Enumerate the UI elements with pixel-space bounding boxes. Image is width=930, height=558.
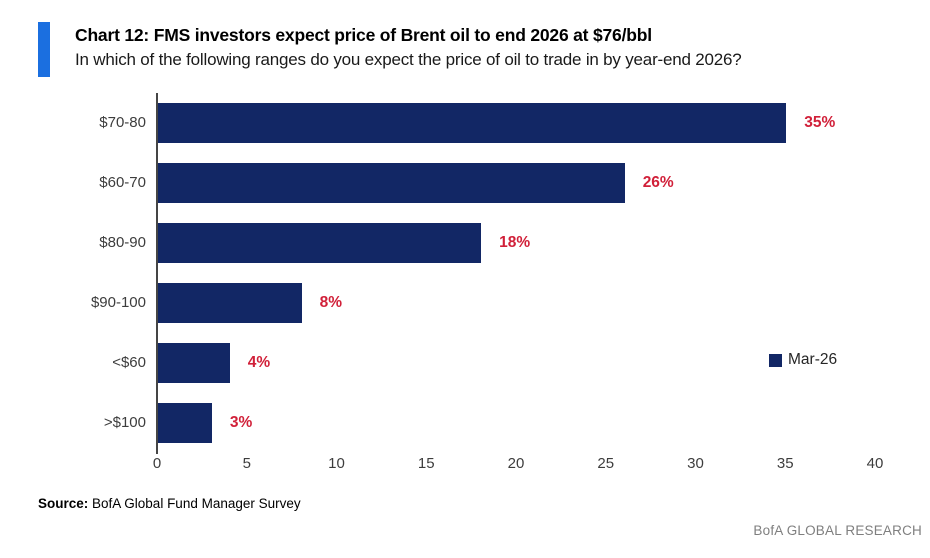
x-tick-label: 5: [242, 455, 251, 472]
chart-subtitle: In which of the following ranges do you …: [75, 50, 742, 69]
bar-row: 8%: [158, 273, 876, 333]
category-label: $80-90: [99, 234, 146, 251]
bar-row: 3%: [158, 393, 876, 453]
bar: [158, 283, 302, 323]
x-tick-label: 30: [687, 455, 704, 472]
value-label: 4%: [247, 354, 271, 371]
category-label: $70-80: [99, 114, 146, 131]
bar-row: 35%: [158, 93, 876, 153]
legend-label: Mar-26: [788, 351, 838, 368]
bar: [158, 163, 625, 203]
title-accent-bar: [38, 22, 50, 77]
value-label: 3%: [229, 414, 253, 431]
value-label: 26%: [642, 174, 674, 191]
bar: [158, 103, 787, 143]
x-tick-label: 40: [866, 455, 884, 472]
source-text: BofA Global Fund Manager Survey: [88, 496, 301, 511]
bar-row: 26%: [158, 153, 876, 213]
legend-swatch-icon: [769, 353, 782, 367]
category-labels: $70-80 $60-70 $80-90 $90-100 <$60 >$100: [0, 93, 146, 453]
bar-row: 18%: [158, 213, 876, 273]
value-label: 8%: [319, 294, 342, 311]
legend: Mar-26: [769, 351, 837, 369]
x-tick-label: 25: [597, 455, 615, 472]
x-tick-label: 0: [152, 455, 162, 472]
x-tick-label: 10: [328, 455, 345, 472]
branding-text: BofA GLOBAL RESEARCH: [753, 523, 922, 538]
value-label: 35%: [804, 114, 836, 131]
category-label: <$60: [112, 354, 146, 371]
x-tick-label: 35: [776, 455, 794, 472]
x-tick-label: 20: [507, 455, 525, 472]
bar-row: 4%: [158, 333, 876, 393]
bar: [158, 403, 212, 443]
bar: [158, 343, 230, 383]
value-label: 18%: [499, 234, 531, 251]
category-label: >$100: [103, 414, 146, 431]
source-line: Source: BofA Global Fund Manager Survey: [38, 496, 301, 511]
category-label: $90-100: [90, 294, 146, 311]
plot-area: 35% 26% 18% 8% 4% 3%: [156, 93, 876, 454]
x-tick-label: 15: [417, 455, 435, 472]
x-axis: 0 5 10 15 20 25 30 35 40: [153, 455, 884, 475]
category-label: $60-70: [99, 174, 146, 191]
source-label: Source:: [38, 496, 89, 511]
bar: [158, 223, 482, 263]
chart-title: Chart 12: FMS investors expect price of …: [75, 25, 652, 45]
